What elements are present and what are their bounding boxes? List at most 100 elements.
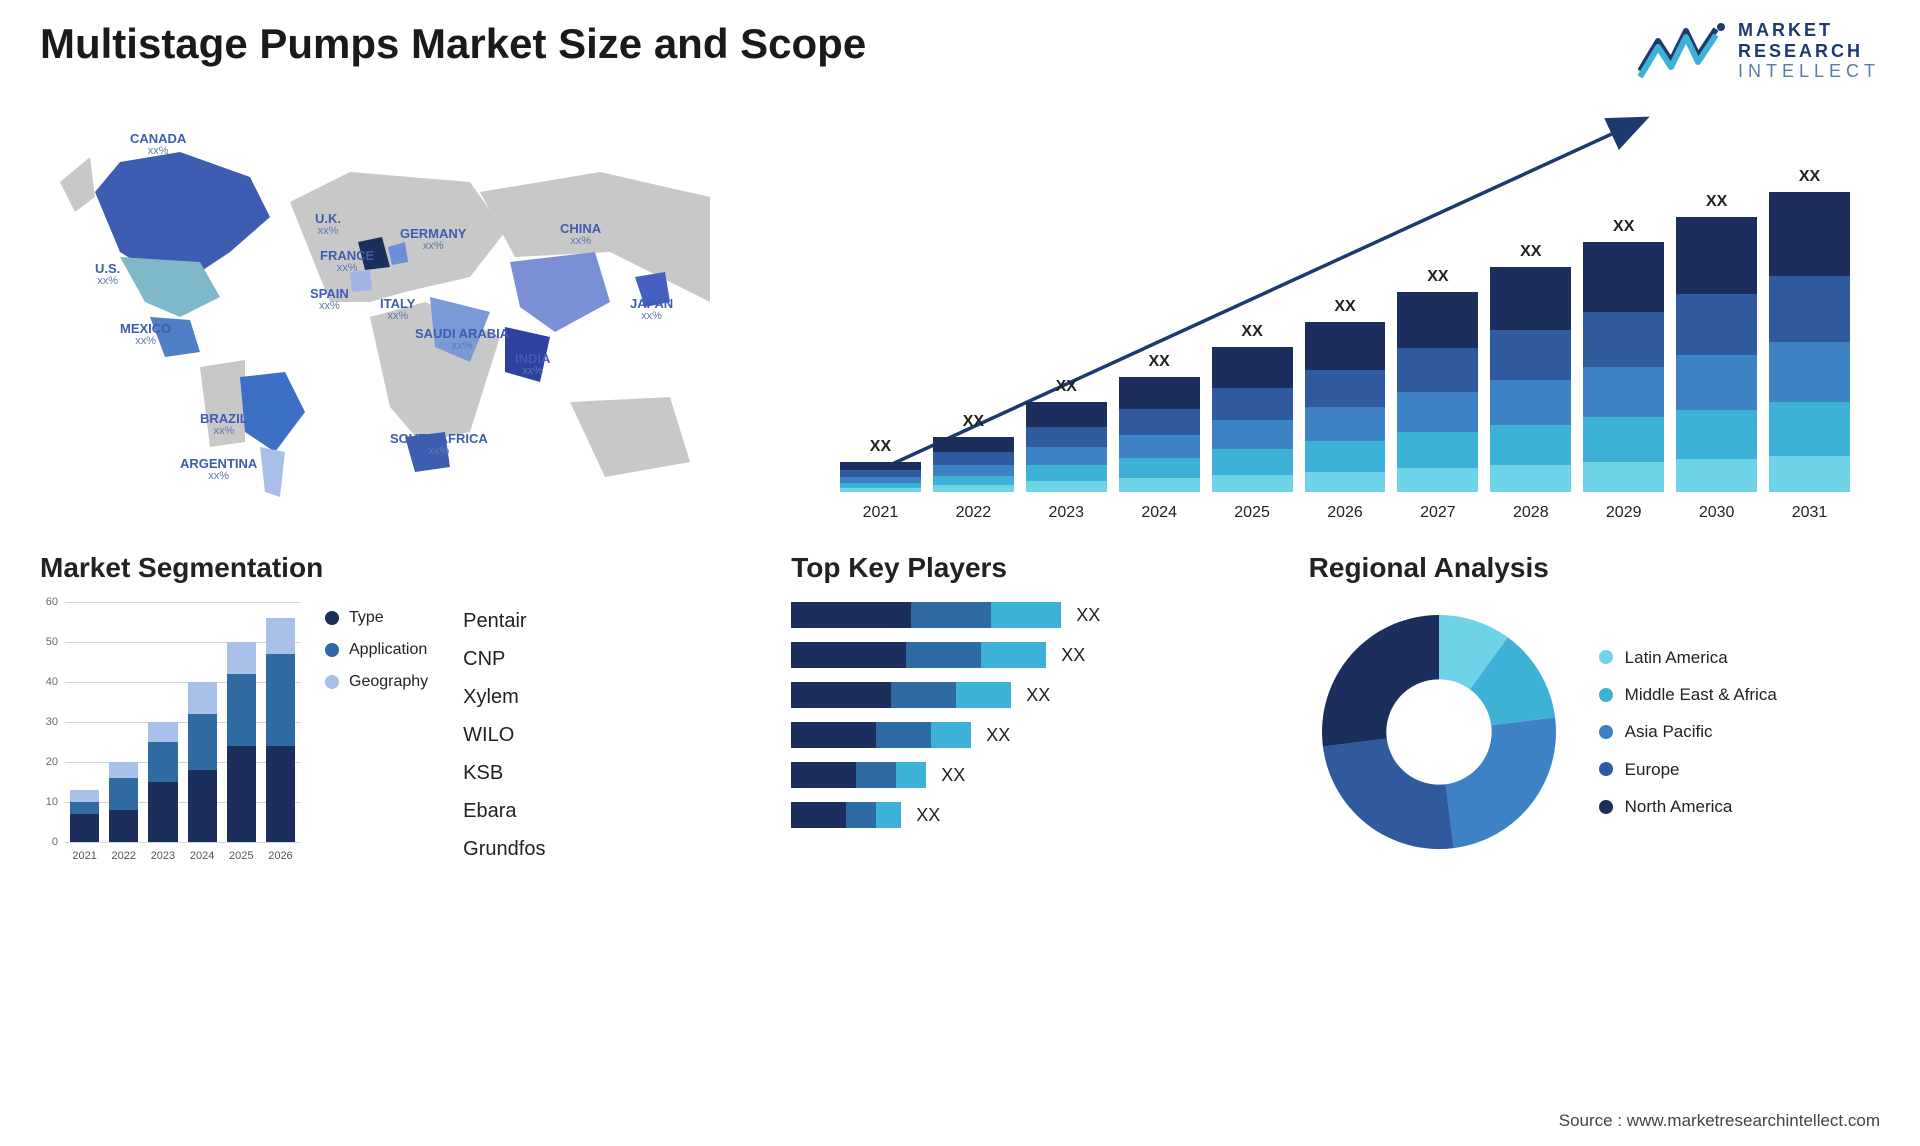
growth-bar: XX (1026, 378, 1107, 492)
company-list-item: Ebara (463, 792, 545, 830)
argentina-shape (260, 447, 285, 497)
brand-logo: MARKET RESEARCH INTELLECT (1638, 20, 1880, 82)
growth-xaxis-label: 2026 (1305, 504, 1386, 522)
map-label: MEXICOxx% (120, 322, 171, 347)
seg-ytick: 0 (52, 836, 58, 848)
growth-bar-label: XX (1149, 353, 1170, 371)
seg-xaxis-label: 2024 (188, 850, 217, 862)
player-row: XX (791, 642, 1258, 668)
growth-bar: XX (933, 413, 1014, 492)
growth-bar: XX (1769, 168, 1850, 492)
seg-ytick: 30 (46, 716, 58, 728)
map-label: ARGENTINAxx% (180, 457, 257, 482)
growth-bar: XX (1397, 268, 1478, 492)
growth-bar-label: XX (1427, 268, 1448, 286)
seg-ytick: 60 (46, 596, 58, 608)
world-map: CANADAxx% U.S.xx% MEXICOxx% BRAZILxx% ARGENT… (40, 102, 760, 522)
player-value: XX (941, 765, 965, 786)
growth-bar: XX (1119, 353, 1200, 492)
map-label: SPAINxx% (310, 287, 349, 312)
player-row: XX (791, 682, 1258, 708)
growth-bar: XX (1676, 193, 1757, 492)
growth-bar: XX (1583, 218, 1664, 492)
brazil-shape (240, 372, 305, 452)
segmentation-legend: TypeApplicationGeography (325, 602, 428, 698)
map-label: CHINAxx% (560, 222, 601, 247)
player-value: XX (1061, 645, 1085, 666)
player-row: XX (791, 722, 1258, 748)
players-title: Top Key Players (791, 552, 1258, 584)
player-value: XX (916, 805, 940, 826)
growth-bar-label: XX (963, 413, 984, 431)
regional-donut (1309, 602, 1569, 862)
seg-xaxis-label: 2025 (227, 850, 256, 862)
china-shape (510, 252, 610, 332)
player-value: XX (1026, 685, 1050, 706)
company-list-item: WILO (463, 716, 545, 754)
company-list-item: KSB (463, 754, 545, 792)
segmentation-legend-item: Geography (325, 666, 428, 698)
growth-bar-label: XX (870, 438, 891, 456)
seg-xaxis-label: 2022 (109, 850, 138, 862)
segmentation-bar (70, 790, 99, 842)
player-value: XX (986, 725, 1010, 746)
regional-legend: Latin AmericaMiddle East & AfricaAsia Pa… (1599, 639, 1777, 826)
growth-xaxis-label: 2028 (1490, 504, 1571, 522)
region-legend-item: Asia Pacific (1599, 713, 1777, 750)
region-legend-item: North America (1599, 788, 1777, 825)
growth-bar: XX (1212, 323, 1293, 492)
growth-bar-chart: XXXXXXXXXXXXXXXXXXXXXX 20212022202320242… (820, 102, 1880, 522)
map-label: U.K.xx% (315, 212, 341, 237)
growth-xaxis-label: 2031 (1769, 504, 1850, 522)
growth-bar-label: XX (1799, 168, 1820, 186)
seg-ytick: 20 (46, 756, 58, 768)
map-label: U.S.xx% (95, 262, 120, 287)
growth-bar-label: XX (1520, 243, 1541, 261)
map-label: FRANCExx% (320, 249, 374, 274)
seg-ytick: 40 (46, 676, 58, 688)
player-value: XX (1076, 605, 1100, 626)
seg-xaxis-label: 2021 (70, 850, 99, 862)
logo-text-2: RESEARCH (1738, 41, 1880, 62)
growth-xaxis-label: 2025 (1212, 504, 1293, 522)
growth-bar-label: XX (1056, 378, 1077, 396)
map-label: ITALYxx% (380, 297, 415, 322)
logo-text-3: INTELLECT (1738, 61, 1880, 82)
player-row: XX (791, 762, 1258, 788)
growth-bar-label: XX (1241, 323, 1262, 341)
map-label: SOUTH AFRICAxx% (390, 432, 488, 457)
growth-bar-label: XX (1334, 298, 1355, 316)
logo-text-1: MARKET (1738, 20, 1880, 41)
seg-xaxis-label: 2026 (266, 850, 295, 862)
growth-xaxis-label: 2030 (1676, 504, 1757, 522)
map-label: SAUDI ARABIAxx% (415, 327, 509, 352)
company-list-item: Grundfos (463, 830, 545, 868)
growth-xaxis-label: 2024 (1119, 504, 1200, 522)
donut-slice (1322, 615, 1439, 747)
segmentation-bar (266, 618, 295, 842)
segmentation-bar (148, 722, 177, 842)
growth-xaxis-label: 2022 (933, 504, 1014, 522)
segmentation-bar (109, 762, 138, 842)
segmentation-title: Market Segmentation (40, 552, 741, 584)
growth-bar-label: XX (1613, 218, 1634, 236)
segmentation-bar (227, 642, 256, 842)
company-list-item: CNP (463, 640, 545, 678)
page-title: Multistage Pumps Market Size and Scope (40, 20, 866, 68)
seg-xaxis-label: 2023 (148, 850, 177, 862)
map-label: INDIAxx% (515, 352, 550, 377)
company-list-item: Xylem (463, 678, 545, 716)
growth-xaxis-label: 2027 (1397, 504, 1478, 522)
growth-xaxis-label: 2029 (1583, 504, 1664, 522)
map-label: BRAZILxx% (200, 412, 248, 437)
map-label: GERMANYxx% (400, 227, 466, 252)
seg-ytick: 50 (46, 636, 58, 648)
donut-slice (1445, 717, 1555, 848)
growth-bar: XX (1490, 243, 1571, 492)
segmentation-list: PentairCNPXylemWILOKSBEbaraGrundfos (463, 602, 545, 868)
company-list-item: Pentair (463, 602, 545, 640)
player-row: XX (791, 802, 1258, 828)
player-row: XX (791, 602, 1258, 628)
map-label: CANADAxx% (130, 132, 186, 157)
region-legend-item: Europe (1599, 751, 1777, 788)
